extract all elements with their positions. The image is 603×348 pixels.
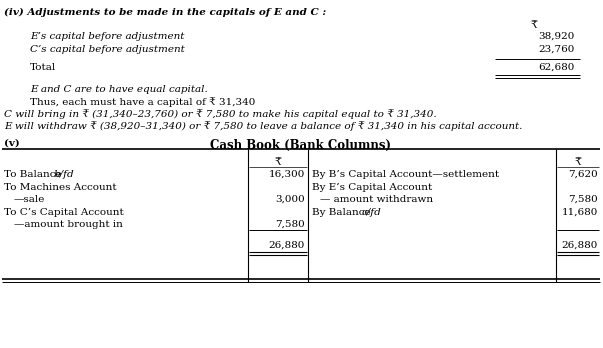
Text: By Balance: By Balance (312, 208, 374, 217)
Text: (iv) Adjustments to be made in the capitals of E and C :: (iv) Adjustments to be made in the capit… (4, 8, 326, 17)
Text: To Balance: To Balance (4, 170, 65, 179)
Text: 38,920: 38,920 (538, 32, 575, 41)
Text: C’s capital before adjustment: C’s capital before adjustment (30, 45, 185, 54)
Text: 7,580: 7,580 (568, 195, 598, 204)
Text: E and C are to have equal capital.: E and C are to have equal capital. (30, 85, 208, 94)
Text: —sale: —sale (14, 195, 45, 204)
Text: 7,620: 7,620 (568, 170, 598, 179)
Text: E’s capital before adjustment: E’s capital before adjustment (30, 32, 185, 41)
Text: To C’s Capital Account: To C’s Capital Account (4, 208, 124, 217)
Text: —amount brought in: —amount brought in (14, 220, 123, 229)
Text: ₹: ₹ (274, 157, 282, 167)
Text: 62,680: 62,680 (538, 63, 575, 72)
Text: (v): (v) (4, 139, 20, 148)
Text: 11,680: 11,680 (561, 208, 598, 217)
Text: 26,880: 26,880 (561, 241, 598, 250)
Text: 26,880: 26,880 (268, 241, 305, 250)
Text: 16,300: 16,300 (268, 170, 305, 179)
Text: Total: Total (30, 63, 56, 72)
Text: — amount withdrawn: — amount withdrawn (320, 195, 433, 204)
Text: ₹: ₹ (575, 157, 581, 167)
Text: b/fd: b/fd (54, 170, 75, 179)
Text: c/fd: c/fd (362, 208, 382, 217)
Text: C will bring in ₹ (31,340–23,760) or ₹ 7,580 to make his capital equal to ₹ 31,3: C will bring in ₹ (31,340–23,760) or ₹ 7… (4, 109, 437, 119)
Text: To Machines Account: To Machines Account (4, 183, 116, 192)
Text: Thus, each must have a capital of ₹ 31,340: Thus, each must have a capital of ₹ 31,3… (30, 97, 256, 107)
Text: ₹: ₹ (530, 20, 537, 30)
Text: By E’s Capital Account: By E’s Capital Account (312, 183, 432, 192)
Text: Cash Book (Bank Columns): Cash Book (Bank Columns) (210, 139, 391, 152)
Text: 3,000: 3,000 (275, 195, 305, 204)
Text: E will withdraw ₹ (38,920–31,340) or ₹ 7,580 to leave a balance of ₹ 31,340 in h: E will withdraw ₹ (38,920–31,340) or ₹ 7… (4, 121, 522, 131)
Text: 23,760: 23,760 (538, 45, 575, 54)
Text: By B’s Capital Account—settlement: By B’s Capital Account—settlement (312, 170, 499, 179)
Text: 7,580: 7,580 (275, 220, 305, 229)
